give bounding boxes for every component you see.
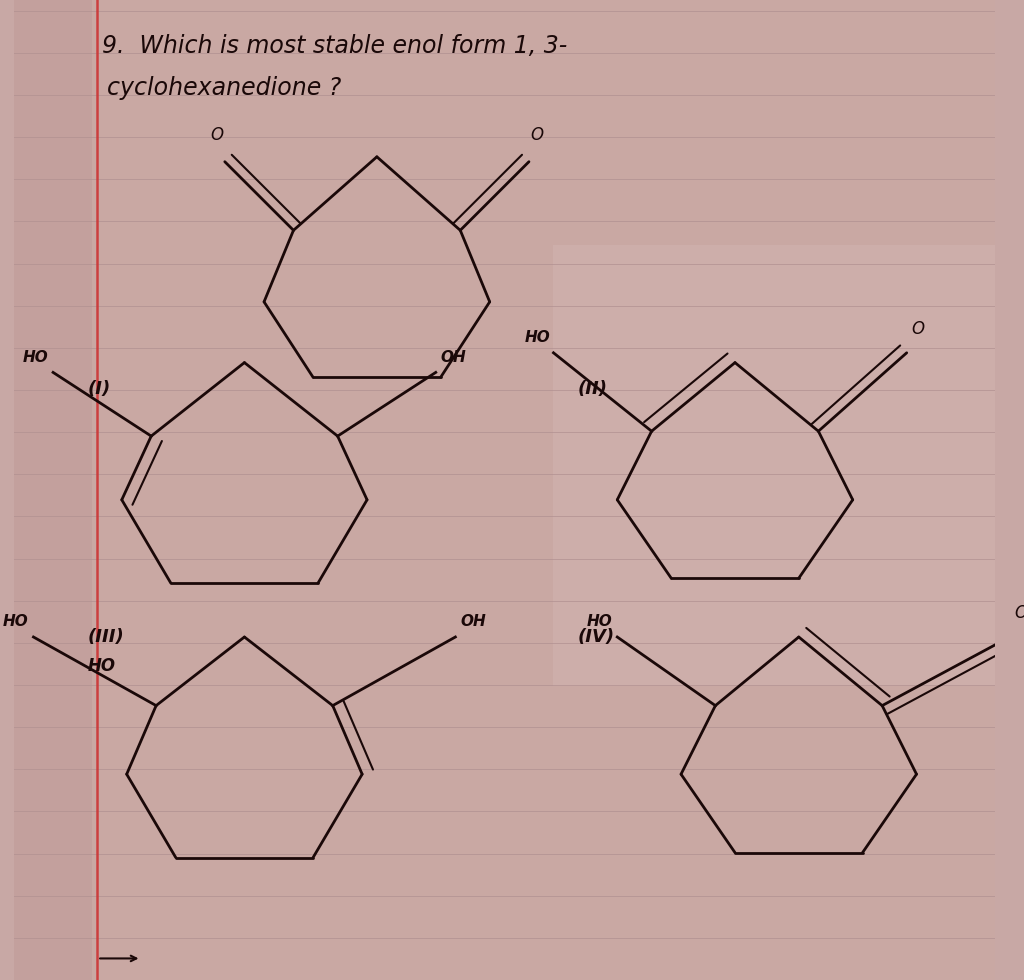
Text: HO: HO bbox=[23, 350, 48, 365]
Text: OH: OH bbox=[440, 350, 466, 365]
Text: (II): (II) bbox=[578, 380, 608, 398]
Bar bbox=[14, 0, 92, 980]
Text: cyclohexanedione ?: cyclohexanedione ? bbox=[108, 76, 341, 100]
Text: OH: OH bbox=[460, 614, 486, 629]
Text: (III): (III) bbox=[87, 628, 124, 646]
Text: O: O bbox=[530, 126, 544, 144]
Text: HO: HO bbox=[87, 658, 116, 675]
Text: (IV): (IV) bbox=[578, 628, 615, 646]
Text: HO: HO bbox=[3, 614, 29, 629]
Text: HO: HO bbox=[587, 614, 612, 629]
Text: O: O bbox=[1015, 605, 1024, 622]
Text: HO: HO bbox=[524, 330, 551, 345]
Text: O: O bbox=[911, 320, 925, 338]
Text: (I): (I) bbox=[87, 380, 111, 398]
Text: 9.  Which is most stable enol form 1, 3-: 9. Which is most stable enol form 1, 3- bbox=[102, 34, 567, 58]
Bar bbox=[554, 245, 995, 686]
Text: O: O bbox=[210, 126, 223, 144]
